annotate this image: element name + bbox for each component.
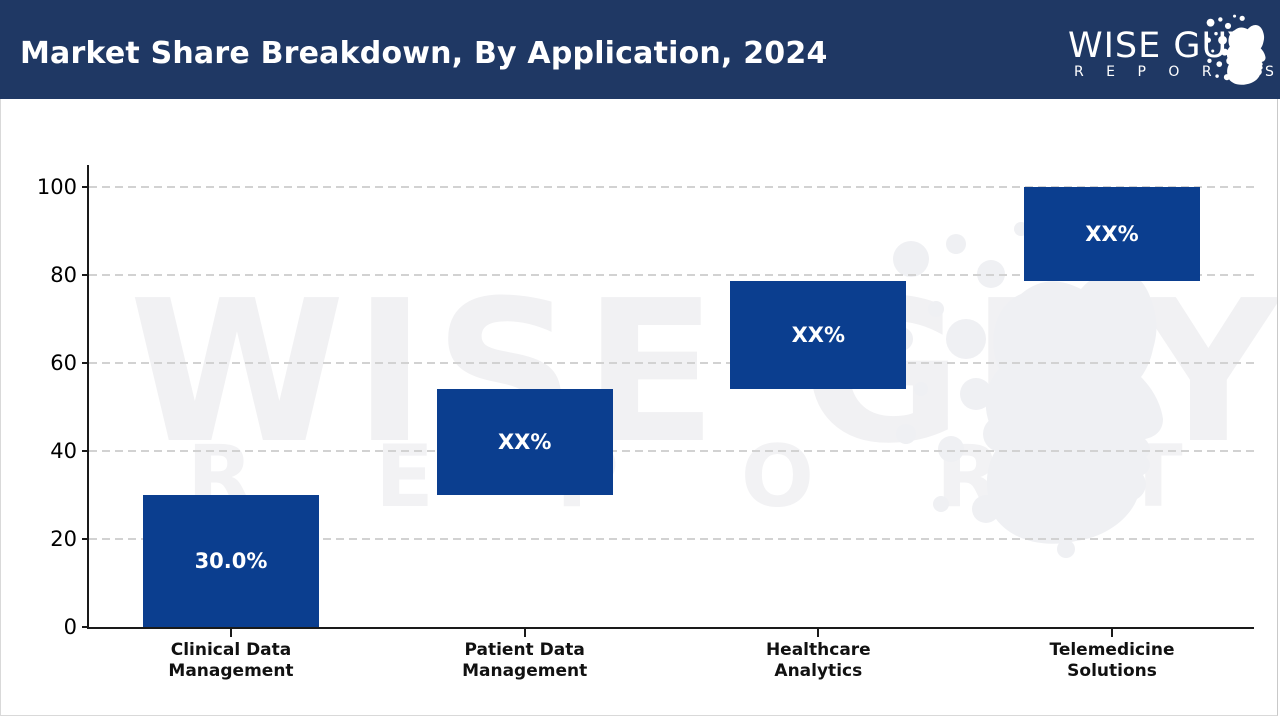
y-axis-tick [82,626,89,628]
bar-segment-2: XX% [436,388,613,495]
plot-area: WISE GUY R E P O R T S 020406080100Clini… [0,99,1278,716]
gridline [89,538,1254,540]
gridlines [1,99,1277,715]
x-axis-tick [1111,629,1113,637]
x-axis-category-label: Clinical Data Management [168,640,294,682]
x-axis-tick [230,629,232,637]
y-axis-tick-label: 100 [36,175,77,199]
y-axis-tick [82,186,89,188]
page-title: Market Share Breakdown, By Application, … [20,36,828,71]
bar-segment-4: XX% [1024,187,1200,282]
y-axis-tick [82,274,89,276]
y-axis-tick-label: 80 [50,263,77,287]
x-axis-category-label: Telemedicine Solutions [1049,640,1175,682]
bar-segment-1: 30.0% [143,495,319,627]
brand-logo-wordmark: WISE GUY [1068,26,1251,66]
x-axis-line [87,627,1254,629]
x-axis-category-label: Patient Data Management [462,640,588,682]
brand-logo: WISE GUY R E P O R T S [1030,4,1274,96]
header-band: Market Share Breakdown, By Application, … [0,0,1280,99]
bar-segment-3: XX% [730,281,907,389]
y-axis-tick [82,362,89,364]
axes: 0 20 40 60 80 100 Clinical Data Management Patie… [1,99,1277,715]
bar-value-label: XX% [791,323,846,348]
x-axis-tick [523,629,526,637]
gridline [89,450,1254,452]
y-axis-tick [82,450,89,452]
brand-logo-subtext: R E P O R T S [1074,64,1280,80]
y-axis-tick [82,538,89,540]
bars: 30.0% XX% XX% XX% [1,99,1277,715]
y-axis-tick-label: 60 [50,351,77,375]
y-axis-tick-label: 20 [50,527,77,551]
bar-value-label: XX% [497,429,552,454]
y-axis-tick-label: 40 [50,439,77,463]
face-profile-logo-icon [1205,14,1266,85]
gridline [89,362,1254,364]
x-axis-tick [817,629,820,637]
gridline [89,186,1254,188]
y-axis-tick-label: 0 [63,615,77,639]
x-axis-category-label: Healthcare Analytics [765,640,871,682]
y-axis-line [87,165,89,629]
bar-value-label: XX% [1085,222,1139,247]
gridline [89,274,1254,276]
bar-value-label: 30.0% [194,549,268,573]
